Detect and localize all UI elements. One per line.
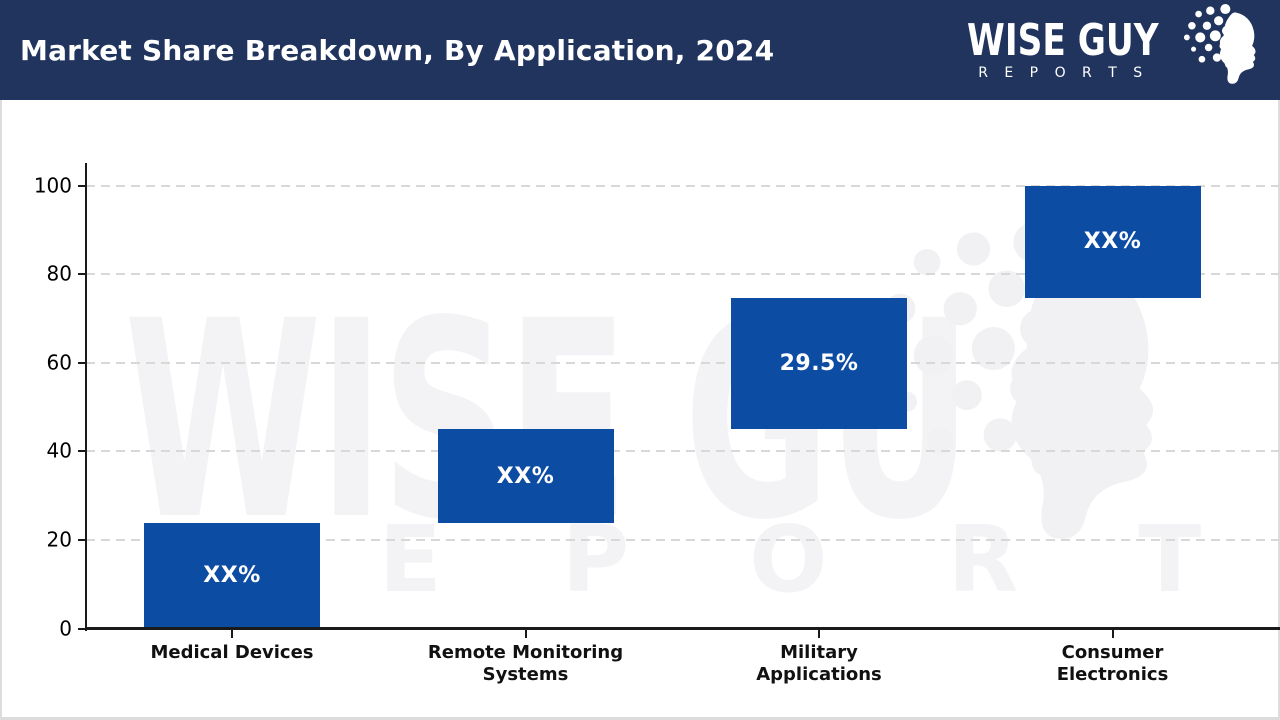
bar-value-label: 29.5% [779,351,859,377]
bar-segment: 29.5% [731,298,907,430]
bar-value-label: XX% [1083,229,1142,255]
x-tick-label: Military Applications [672,642,966,686]
x-tick-label-line: Military [780,641,858,663]
x-tick-label: Consumer Electronics [966,642,1260,686]
x-axis-line [85,627,1280,630]
brand-name: WISE GUY [967,15,1159,66]
header-bar: Market Share Breakdown, By Application, … [0,0,1280,100]
y-axis-tick [78,627,86,630]
bar-value-label: XX% [496,463,555,489]
bar-segment: XX% [144,523,320,629]
x-tick-label-line: Applications [756,663,882,685]
y-tick-label: 0 [59,616,72,641]
bar-segment: XX% [1024,185,1201,299]
watermark-tagline: R E P O R T S [188,506,1280,613]
y-tick-label: 100 [33,173,72,198]
bar-segment: XX% [437,429,614,524]
brand-logo: WISE GUY R E P O R T S [940,0,1264,100]
y-axis-tick [78,361,86,364]
x-tick-label-line: Electronics [1056,663,1169,685]
x-axis-tick [1111,630,1114,638]
y-axis-tick [78,273,86,276]
x-tick-label: Medical Devices [85,642,379,664]
x-axis-tick [818,630,820,638]
y-axis-line [85,163,87,631]
y-tick-label: 20 [46,527,72,552]
y-axis-tick [78,184,86,187]
gridline [86,538,1280,541]
x-tick-label-line: Systems [482,663,569,685]
y-tick-label: 80 [46,261,72,286]
gridline [86,273,1280,276]
page-title: Market Share Breakdown, By Application, … [20,33,775,67]
plot: 0 20 40 60 80 100 XX% XX% 29.5% XX% Medical Device… [2,100,1280,717]
y-tick-label: 60 [46,350,72,375]
bar-value-label: XX% [203,563,261,589]
brand-face-icon [1180,4,1264,96]
gridline [86,450,1280,453]
brand-tagline: R E P O R T S [978,65,1149,81]
x-axis-tick [231,630,233,638]
gridline [86,184,1280,187]
x-tick-label-line: Medical Devices [150,641,314,663]
y-axis-tick [78,538,86,541]
x-tick-label-line: Consumer [1061,641,1164,663]
chart-area: WISE GU R E P O R T S 020406080100XX%XX%… [0,100,1280,720]
x-axis-tick [524,630,527,638]
x-tick-label-line: Remote Monitoring [427,641,624,663]
gridline [86,361,1280,364]
brand-logo-text: WISE GUY R E P O R T S [940,15,1186,82]
x-tick-label: Remote Monitoring Systems [379,642,673,686]
y-tick-label: 40 [46,438,72,463]
y-axis-tick [78,450,86,453]
